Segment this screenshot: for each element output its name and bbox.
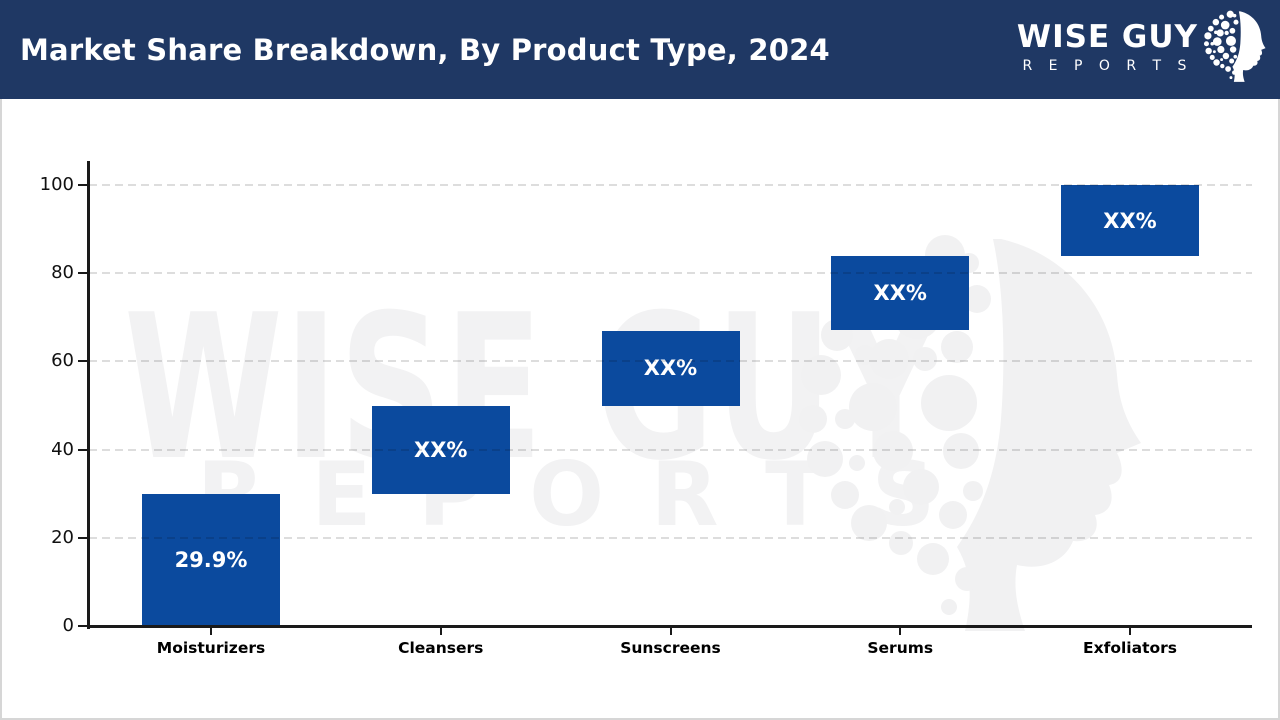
bar-value-label: XX% [643, 356, 698, 381]
bar-segment: XX% [831, 256, 970, 331]
x-axis-tick [899, 628, 902, 635]
bar-value-label: XX% [1103, 208, 1157, 233]
logo-text-reports: R E P O R T S [1022, 58, 1193, 74]
x-axis-tick [669, 628, 672, 635]
y-axis-tick [78, 448, 87, 451]
gridline [89, 536, 1252, 539]
y-axis-tick [78, 184, 87, 186]
gridline [89, 448, 1252, 451]
bar-value-label: 29.9% [174, 548, 248, 573]
x-axis-category-label: Cleansers [398, 639, 484, 657]
y-axis-tick-label: 60 [51, 350, 74, 372]
y-axis-tick [78, 625, 87, 627]
chart-title: Market Share Breakdown, By Product Type,… [20, 32, 830, 67]
gridline [89, 360, 1252, 363]
y-axis-tick-label: 0 [62, 615, 74, 636]
x-axis-line [87, 625, 1252, 628]
gridline [89, 184, 1252, 186]
x-axis-category-label: Moisturizers [156, 639, 266, 657]
logo-text-wise-guy: WISE GUY [1016, 19, 1198, 55]
bar-segment: XX% [1061, 185, 1199, 256]
head-profile-icon [1200, 6, 1272, 88]
y-axis-tick-label: 40 [51, 438, 74, 460]
y-axis-tick-label: 100 [39, 174, 74, 195]
y-axis-line [87, 161, 90, 629]
y-axis-tick [78, 360, 87, 363]
watermark-text-wise-guy: WISE GUY [124, 272, 940, 505]
bar-segment: 29.9% [142, 494, 280, 626]
x-axis-tick [439, 628, 442, 635]
x-axis-category-label: Exfoliators [1083, 639, 1177, 657]
x-axis-category-label: Sunscreens [620, 639, 721, 657]
header-bar: Market Share Breakdown, By Product Type,… [0, 0, 1280, 99]
y-axis-tick [78, 536, 87, 539]
bar-value-label: XX% [414, 438, 468, 463]
x-axis-tick [210, 628, 212, 635]
y-axis-tick-label: 20 [51, 526, 74, 548]
x-axis-tick [1129, 628, 1131, 635]
bar-segment: XX% [371, 405, 510, 495]
gridline [89, 272, 1252, 275]
logo-wordmark: WISE GUY R E P O R T S [1016, 19, 1198, 75]
wise-guy-logo: WISE GUY R E P O R T S [1017, 6, 1272, 88]
y-axis-tick [78, 272, 87, 275]
y-axis-tick-label: 80 [51, 262, 74, 284]
bar-value-label: XX% [873, 281, 927, 306]
bar-segment: XX% [601, 330, 740, 406]
x-axis-category-label: Serums [867, 639, 934, 657]
